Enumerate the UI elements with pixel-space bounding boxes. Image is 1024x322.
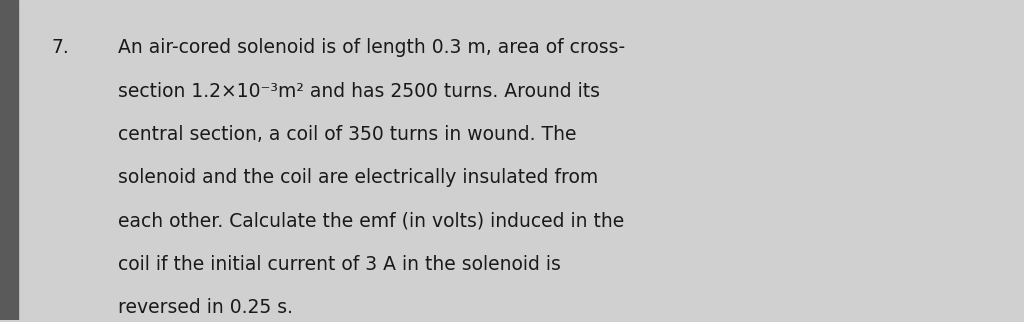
Text: solenoid and the coil are electrically insulated from: solenoid and the coil are electrically i…	[118, 168, 598, 187]
Text: reversed in 0.25 s.: reversed in 0.25 s.	[118, 298, 293, 317]
Bar	[0, 0, 18, 320]
Text: central section, a coil of 350 turns in wound. The: central section, a coil of 350 turns in …	[118, 125, 577, 144]
Text: each other. Calculate the emf (in volts) induced in the: each other. Calculate the emf (in volts)…	[118, 212, 624, 231]
Text: section 1.2×10⁻³m² and has 2500 turns. Around its: section 1.2×10⁻³m² and has 2500 turns. A…	[118, 82, 600, 101]
Text: An air-cored solenoid is of length 0.3 m, area of cross-: An air-cored solenoid is of length 0.3 m…	[118, 38, 625, 57]
Text: 7.: 7.	[51, 38, 69, 57]
Text: coil if the initial current of 3 A in the solenoid is: coil if the initial current of 3 A in th…	[118, 255, 560, 274]
